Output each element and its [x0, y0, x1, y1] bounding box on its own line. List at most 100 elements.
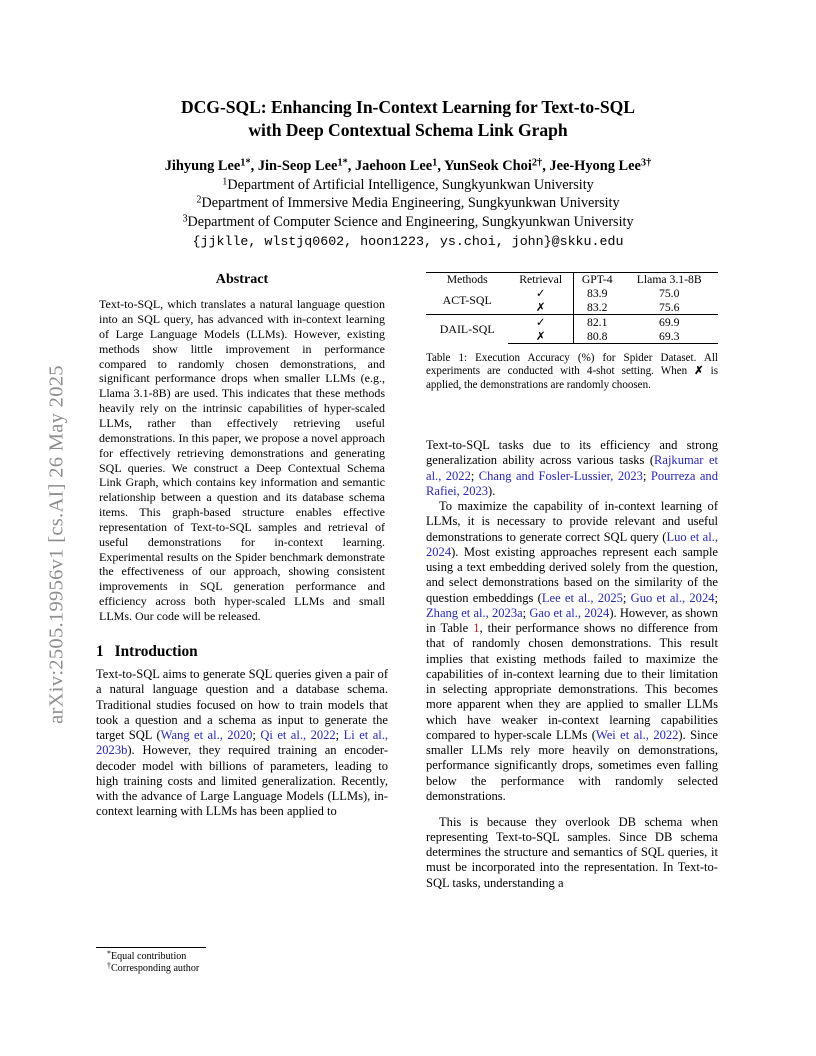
paragraph-text: ; — [622, 590, 631, 605]
author-name: Jaehoon Lee — [354, 158, 433, 174]
table-caption: Table 1: Execution Accuracy (%) for Spid… — [426, 352, 718, 392]
affiliation-text: Department of Computer Science and Engin… — [187, 213, 634, 230]
cross-icon: ✗ — [694, 365, 704, 378]
section-number: 1 — [96, 642, 104, 660]
author-name: Jee-Hyong Lee — [549, 158, 641, 174]
footnote-text: Equal contribution — [110, 951, 187, 962]
affiliation: 2Department of Immersive Media Engineeri… — [76, 194, 740, 212]
citation-link[interactable]: Lee et al., 2025 — [541, 590, 623, 605]
table-row: DAIL-SQL ✓ 82.1 69.9 — [426, 314, 718, 344]
cell-retrieval-check: ✓ — [535, 288, 546, 300]
citation-link[interactable]: Wang et al., 2020 — [160, 728, 253, 743]
citation-link[interactable]: Wei et al., 2022 — [595, 727, 679, 742]
paragraph: Text-to-SQL tasks due to its efficiency … — [426, 438, 718, 499]
affiliation-sup: 1 — [222, 176, 228, 188]
author-emails: {jjklle, wlstjq0602, hoon1223, ys.choi, … — [192, 234, 624, 250]
citation-link[interactable]: Zhang et al., 2023a — [426, 605, 523, 620]
footnote: †Corresponding author — [96, 961, 388, 975]
column-header-gpt4: GPT-4 — [572, 272, 621, 286]
cell-llama-value: 75.6 — [658, 300, 680, 314]
table-reference-link[interactable]: 1 — [473, 621, 480, 635]
abstract-heading: Abstract — [215, 271, 269, 287]
results-table: Methods Retrieval GPT-4 Llama 3.1-8B ACT… — [426, 272, 718, 344]
cell-retrieval-cross: ✗ — [535, 302, 546, 314]
paragraph-text: ). However, they required training an en… — [96, 743, 388, 819]
cell-gpt4-value: 83.9 — [572, 286, 621, 300]
cell-gpt4-value: 83.2 — [572, 300, 621, 315]
paragraph-text: To maximize the capability of in-context… — [426, 499, 718, 544]
paragraph-text: ). However, as shown in Table — [426, 605, 719, 635]
author-name: YunSeok Choi — [443, 158, 532, 174]
paragraph-text: Text-to-SQL aims to generate SQL queries… — [96, 667, 388, 743]
citation-link[interactable]: Chang and Fosler-Lussier, 2023 — [478, 468, 643, 483]
title-line-2: with Deep Contextual Schema Link Graph — [248, 120, 568, 140]
section-heading-introduction: 1 Introduction — [96, 644, 388, 659]
table-header-row: Methods Retrieval GPT-4 Llama 3.1-8B — [426, 272, 718, 286]
affiliation-sup: 2 — [196, 195, 202, 207]
table-1-container: Methods Retrieval GPT-4 Llama 3.1-8B ACT… — [426, 272, 718, 392]
paragraph-text: ; — [470, 468, 479, 483]
paragraph-text: ). — [488, 483, 496, 498]
cell-retrieval-cross: ✗ — [508, 329, 574, 344]
page-title: DCG-SQL: Enhancing In-Context Learning f… — [96, 96, 720, 142]
footnote-sup: † — [107, 961, 111, 971]
footnote-sup: * — [107, 949, 111, 959]
caption-text: is applied, the demonstrations are rando… — [426, 365, 718, 391]
citation-link[interactable]: Qi et al., 2022 — [260, 728, 336, 743]
affiliation-text: Department of Immersive Media Engineerin… — [201, 195, 620, 212]
author-name: Jihyung Lee — [164, 158, 241, 174]
table-row: ✗ 83.2 75.6 — [426, 300, 718, 315]
footnote-area: *Equal contribution †Corresponding autho… — [96, 947, 388, 976]
author-sup: 2† — [531, 157, 543, 169]
abstract-body: Text-to-SQL, which translates a natural … — [99, 297, 385, 623]
paragraph: This is because they overlook DB schema … — [426, 814, 718, 890]
cell-gpt4-value: 80.8 — [572, 329, 621, 344]
paragraph-text: , their performance shows no difference … — [426, 621, 718, 742]
paragraph-text: ; — [252, 728, 261, 743]
cell-retrieval-check: ✓ — [508, 314, 574, 329]
paragraph-text: Text-to-SQL tasks due to its efficiency … — [426, 438, 718, 468]
paragraph: Text-to-SQL aims to generate SQL queries… — [96, 667, 388, 820]
citation-link[interactable]: Li et al., 2023b — [96, 728, 389, 758]
table-row: ✗ 80.8 69.3 — [426, 329, 718, 344]
author-sup: 1 — [432, 157, 438, 169]
cell-method: ACT-SQL — [442, 292, 492, 307]
citation-link[interactable]: Rajkumar et al., 2022 — [426, 453, 718, 483]
author-sup: 1* — [337, 157, 348, 169]
column-header-llama: Llama 3.1-8B — [620, 272, 718, 286]
footnote: *Equal contribution — [96, 949, 388, 963]
left-column: Abstract Text-to-SQL, which translates a… — [96, 271, 388, 820]
right-column: Text-to-SQL tasks due to its efficiency … — [426, 438, 718, 891]
table-row: ACT-SQL ✓ 83.9 75.0 — [426, 286, 718, 307]
column-header-methods: Methods — [426, 272, 509, 286]
title-line-1: DCG-SQL: Enhancing In-Context Learning f… — [181, 97, 635, 117]
author-sup: 3† — [640, 157, 652, 169]
affiliation: 3Department of Computer Science and Engi… — [76, 213, 740, 231]
citation-link[interactable]: Gao et al., 2024 — [529, 605, 610, 620]
cell-gpt4-value: 82.1 — [572, 314, 621, 329]
author-sup: 1* — [240, 157, 251, 169]
citation-link[interactable]: Pourreza and Rafiei, 2023 — [426, 468, 718, 498]
paragraph-text: ; — [714, 590, 719, 605]
affiliation-sup: 3 — [182, 213, 188, 225]
paragraph-text: ; — [642, 468, 651, 483]
cell-llama-value: 69.3 — [620, 329, 718, 344]
citation-link[interactable]: Luo et al., 2024 — [426, 529, 718, 559]
column-header-retrieval: Retrieval — [508, 272, 574, 286]
paragraph-text: ). Since smaller LLMs rely more heavily … — [426, 727, 718, 803]
affiliation: 1Department of Artificial Intelligence, … — [76, 176, 740, 194]
caption-text: Table 1: Execution Accuracy (%) for Spid… — [426, 352, 718, 378]
footnote-text: Corresponding author — [110, 963, 200, 975]
cell-method: DAIL-SQL — [426, 314, 509, 344]
arxiv-stamp: arXiv:2505.19956v1 [cs.AI] 26 May 2025 — [45, 365, 68, 724]
section-title: Introduction — [114, 642, 198, 660]
citation-link[interactable]: Guo et al., 2024 — [630, 590, 715, 605]
cell-llama-value: 75.0 — [658, 286, 680, 300]
author-block: Jihyung Lee1*, Jin-Seop Lee1*, Jaehoon L… — [76, 157, 740, 252]
affiliation-text: Department of Artificial Intelligence, S… — [227, 177, 594, 193]
paragraph-text: ; — [335, 728, 344, 743]
author-name: Jin-Seop Lee — [257, 158, 338, 174]
author-names: Jihyung Lee1*, Jin-Seop Lee1*, Jaehoon L… — [164, 157, 652, 174]
cell-llama-value: 69.9 — [620, 314, 718, 329]
